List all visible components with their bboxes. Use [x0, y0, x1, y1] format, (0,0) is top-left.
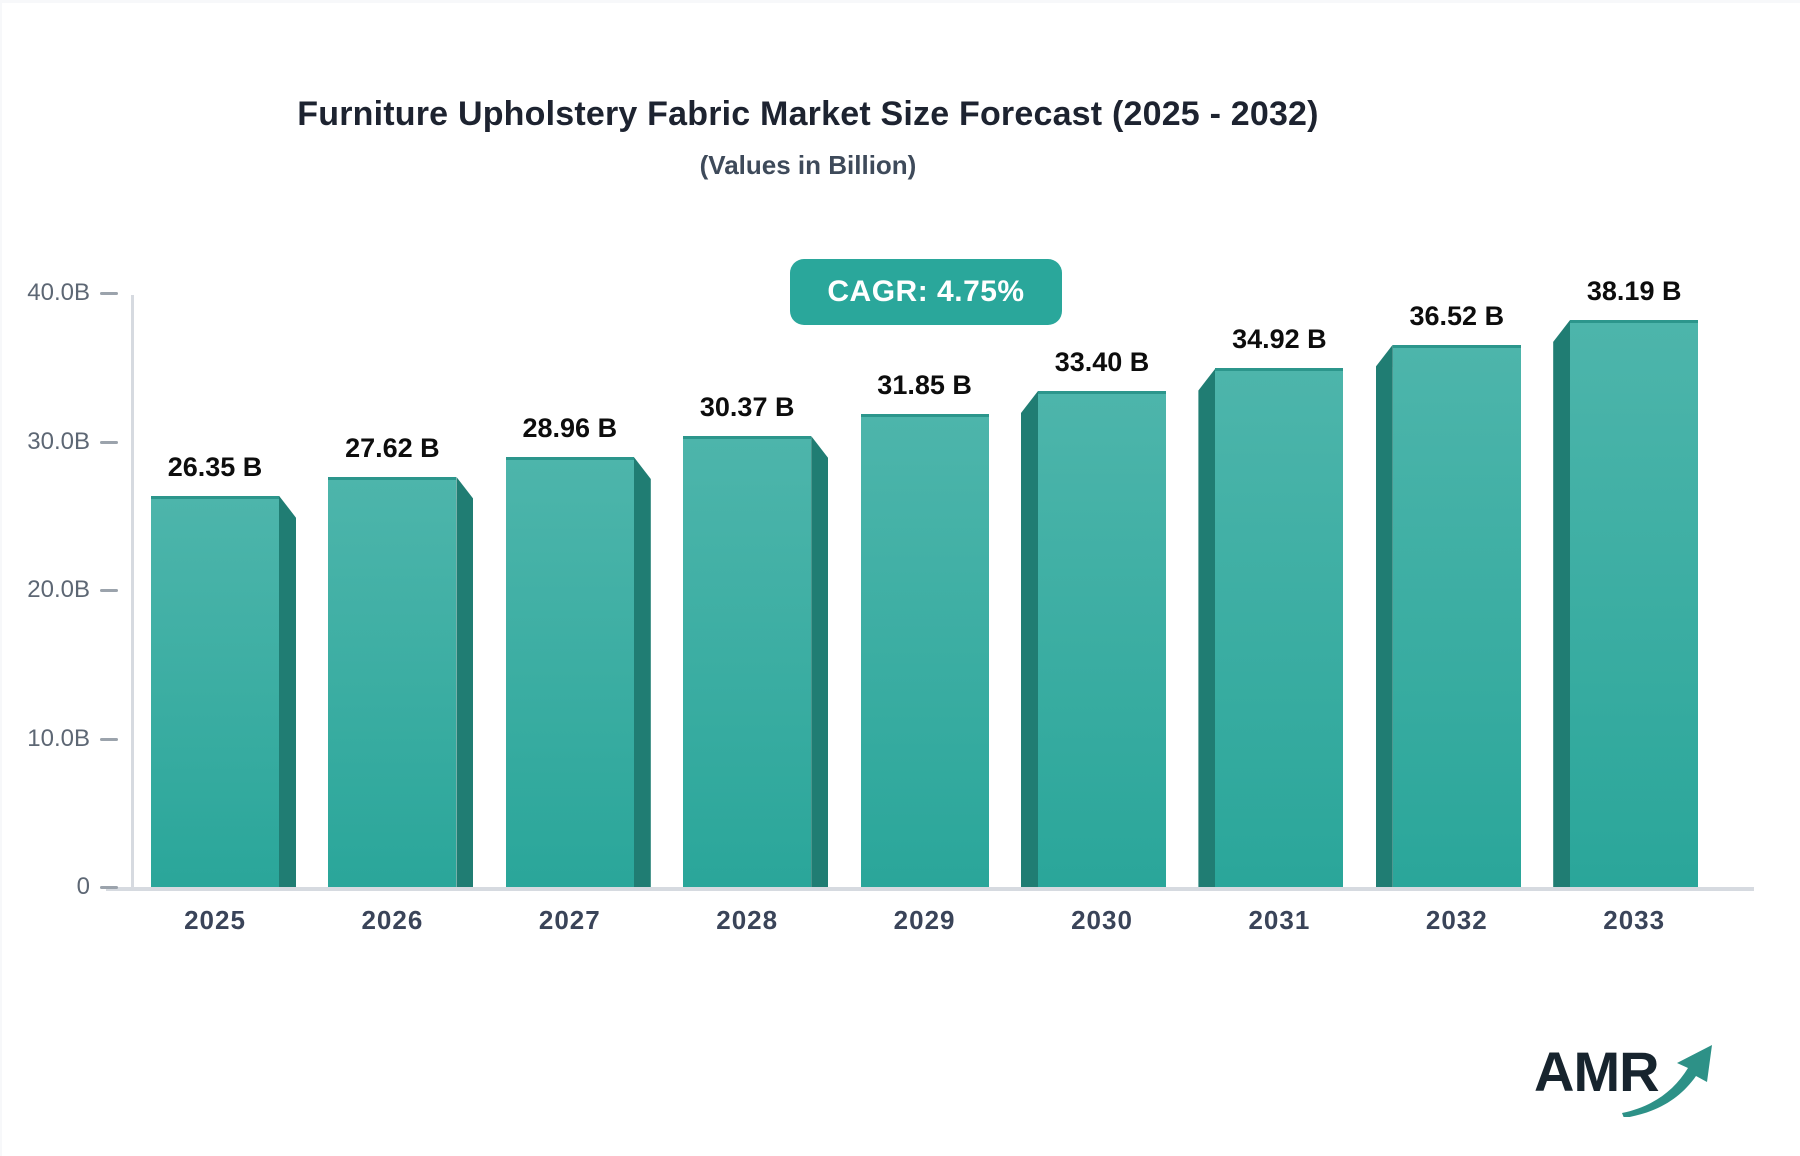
bar-value-label-2031: 34.92 B — [1232, 324, 1327, 355]
bar-value-label-2029: 31.85 B — [877, 370, 972, 401]
page-title: Furniture Upholstery Fabric Market Size … — [297, 95, 1319, 133]
bar-2026 — [328, 476, 457, 887]
bar-2032 — [1392, 344, 1521, 887]
bar-2030 — [1038, 391, 1166, 887]
y-axis-line — [131, 295, 134, 891]
bar-side-2027 — [633, 456, 651, 887]
x-axis-label-2025: 2025 — [184, 905, 246, 935]
y-axis-tick-label: 10.0B — [27, 724, 90, 752]
bar-value-label-2033: 38.19 B — [1586, 275, 1682, 306]
y-axis-tick — [100, 440, 118, 444]
x-axis-label-2028: 2028 — [716, 905, 779, 935]
y-axis-tick-label: 40.0B — [27, 279, 90, 306]
bar-side-2025 — [279, 495, 296, 887]
x-axis-label-2027: 2027 — [538, 905, 601, 935]
bar-value-label-2025: 26.35 B — [167, 451, 263, 482]
bar-2029 — [860, 414, 989, 887]
y-axis-tick-label: 30.0B — [27, 427, 90, 455]
x-axis-line — [106, 887, 1754, 891]
amr-logo-arrow-icon — [1622, 1045, 1712, 1117]
bar-2031 — [1215, 368, 1344, 887]
bar-value-label-2027: 28.96 B — [522, 412, 618, 443]
bar-side-2032 — [1375, 344, 1393, 887]
bar-2027 — [505, 456, 634, 887]
x-axis-label-2032: 2032 — [1425, 905, 1488, 935]
bar-value-label-2030: 33.40 B — [1054, 347, 1150, 377]
y-axis-tick — [100, 292, 118, 295]
bar-value-label-2032: 36.52 B — [1409, 300, 1505, 331]
x-axis-label-2030: 2030 — [1071, 905, 1133, 935]
chart-header: Furniture Upholstery Fabric Market Size … — [2, 95, 1614, 181]
bar-value-label-2028: 30.37 B — [699, 392, 795, 422]
y-axis-tick — [100, 737, 118, 741]
y-axis-tick — [100, 886, 118, 889]
bar-side-2028 — [811, 436, 829, 887]
x-axis-label-2029: 2029 — [893, 905, 956, 935]
bar-chart-plot-area: 40.0B 30.0B 20.0B 10.0B 0 26.35 B 2025 27.62 B 2… — [2, 3, 1800, 1156]
bar-value-label-2026: 27.62 B — [345, 432, 440, 463]
bar-side-2026 — [456, 476, 474, 887]
bar-side-2033 — [1553, 319, 1571, 887]
amr-logo-text: AMR — [1534, 1040, 1660, 1103]
bar-2025 — [151, 495, 279, 887]
cagr-badge: CAGR: 4.75% — [790, 259, 1062, 325]
amr-logo: AMR — [1534, 1039, 1734, 1119]
bar-side-2030 — [1021, 391, 1038, 887]
bar-2028 — [683, 436, 812, 887]
y-axis-tick-label: 0 — [76, 873, 90, 900]
page-subtitle: (Values in Billion) — [699, 150, 917, 180]
y-axis-tick-label: 20.0B — [27, 576, 90, 603]
x-axis-label-2031: 2031 — [1248, 905, 1311, 935]
x-axis-label-2033: 2033 — [1603, 905, 1666, 935]
bar-2033 — [1570, 319, 1699, 887]
bar-side-2031 — [1198, 368, 1216, 887]
x-axis-label-2026: 2026 — [361, 905, 424, 935]
y-axis-tick — [100, 589, 118, 592]
